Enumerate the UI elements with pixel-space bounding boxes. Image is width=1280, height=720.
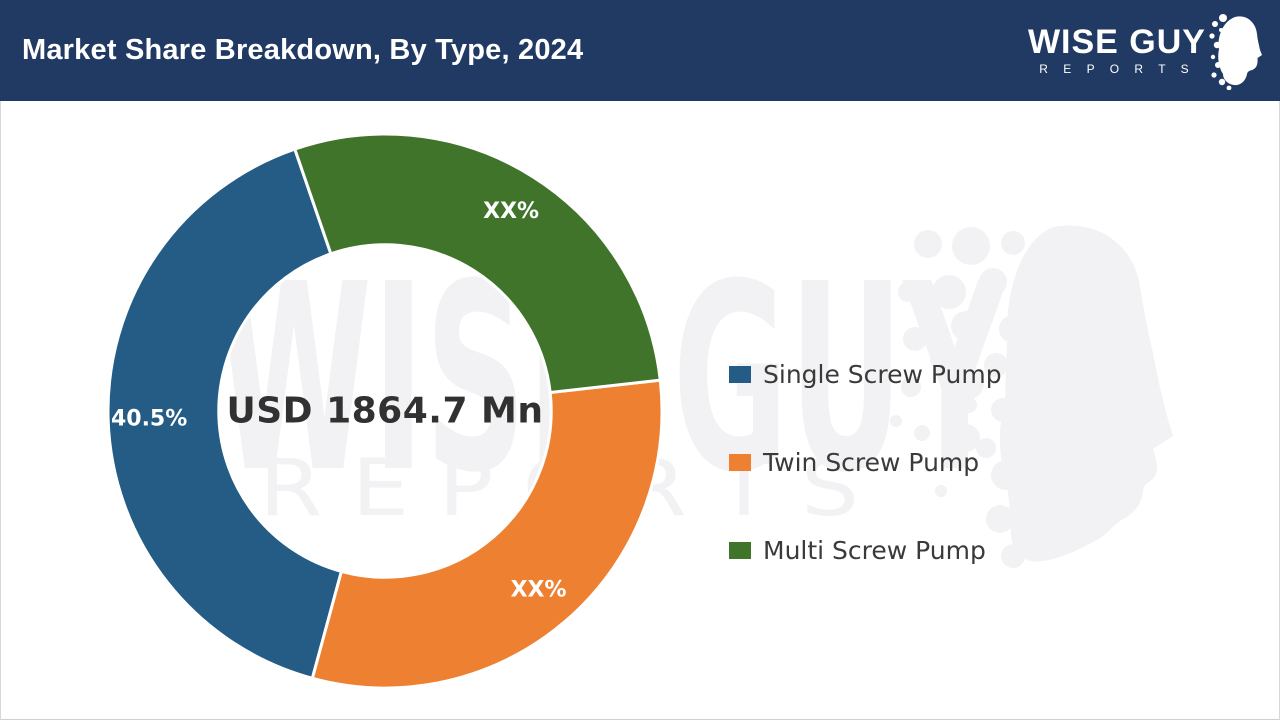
chart-area: WISE GUY R E P O R T S	[0, 101, 1280, 720]
legend-label: Multi Screw Pump	[763, 535, 986, 565]
wiseguy-logo: WISE GUY R E P O R T S	[1028, 12, 1262, 90]
header-bar: Market Share Breakdown, By Type, 2024 WI…	[0, 0, 1280, 101]
slice-percentage-label: 40.5%	[111, 406, 187, 431]
logo-wordmark: WISE GUY	[1027, 23, 1206, 61]
slice-multi-screw-pump	[292, 132, 662, 395]
slice-twin-screw-pump	[310, 378, 664, 690]
slice-percentage-label: XX%	[511, 578, 567, 603]
logo-subtitle: R E P O R T S	[1039, 62, 1195, 76]
legend-label: Twin Screw Pump	[763, 447, 980, 477]
donut-center-value: USD 1864.7 Mn	[226, 390, 544, 432]
slice-single-screw-pump	[106, 147, 344, 681]
legend-item-multi-screw-pump: Multi Screw Pump	[729, 535, 1002, 565]
legend-swatch-single-screw-pump	[729, 365, 751, 383]
slice-percentage-label: XX%	[483, 199, 539, 224]
legend: Single Screw Pump Twin Screw Pump Multi …	[729, 359, 1002, 565]
donut-chart: 40.5% XX% XX%	[106, 132, 664, 690]
page-title: Market Share Breakdown, By Type, 2024	[22, 34, 584, 66]
logo-text: WISE GUY R E P O R T S	[1028, 25, 1206, 76]
watermark-face	[890, 225, 1173, 568]
legend-label: Single Screw Pump	[763, 359, 1002, 389]
legend-item-twin-screw-pump: Twin Screw Pump	[729, 447, 1002, 477]
legend-swatch-twin-screw-pump	[729, 453, 751, 471]
legend-item-single-screw-pump: Single Screw Pump	[729, 359, 1002, 389]
logo-face-icon	[1209, 13, 1262, 90]
legend-swatch-multi-screw-pump	[729, 541, 751, 559]
